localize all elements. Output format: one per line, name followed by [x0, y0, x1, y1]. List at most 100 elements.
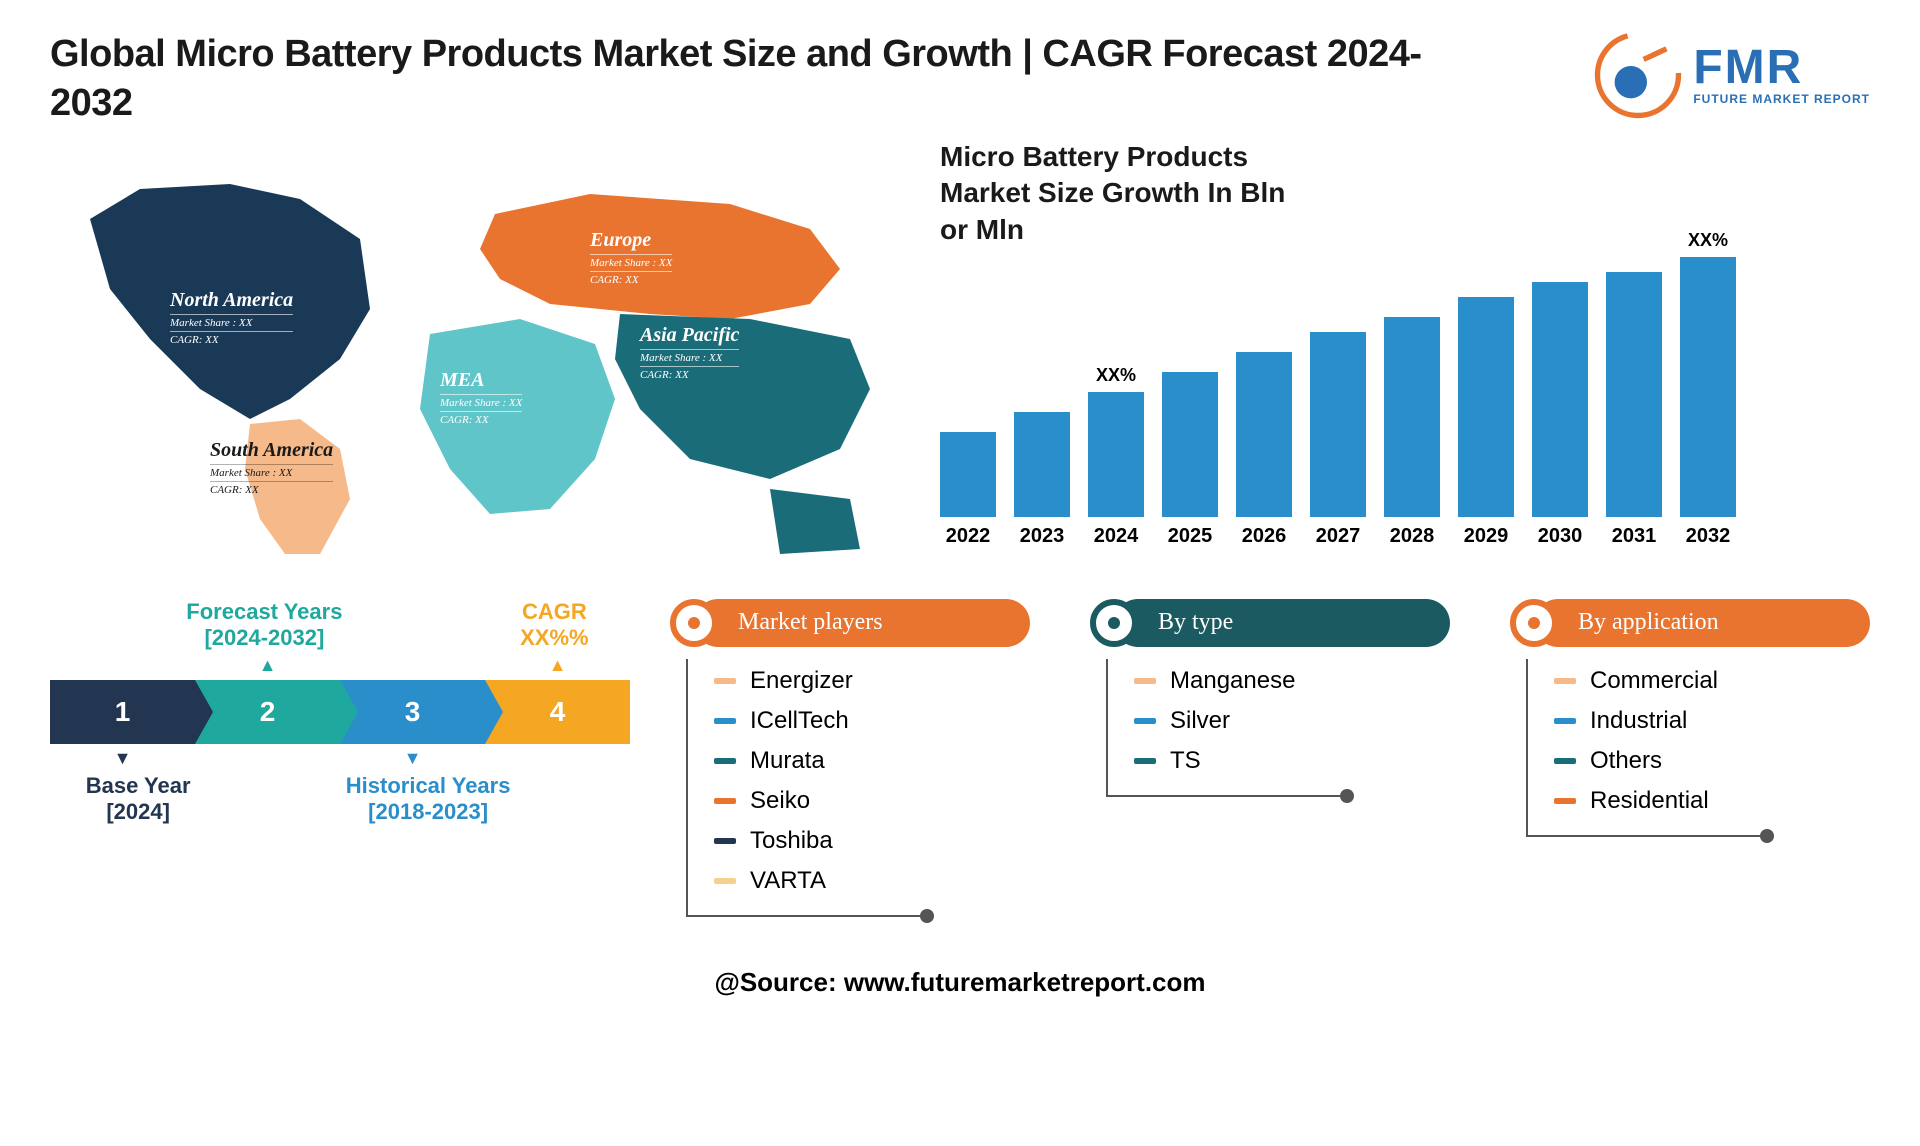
- bar-column: XX% 2024: [1088, 365, 1144, 548]
- bar-column: X2031: [1606, 245, 1662, 548]
- bar: [1458, 297, 1514, 517]
- bar: [1236, 352, 1292, 517]
- cagr-label: CAGR: [522, 599, 587, 624]
- timeline-segment: 2: [195, 680, 340, 744]
- bullet-icon: [714, 878, 736, 884]
- category-item-label: Toshiba: [750, 827, 833, 855]
- category-item: Energizer: [714, 667, 1030, 695]
- hist-range: [2018-2023]: [368, 799, 488, 824]
- category-item: Industrial: [1554, 707, 1870, 735]
- category-item-label: Murata: [750, 747, 825, 775]
- bar-column: X2022: [940, 405, 996, 548]
- bar: [1606, 272, 1662, 517]
- category-circle-icon: [1510, 599, 1558, 647]
- timeline-segment: 3: [340, 680, 485, 744]
- bar-column: X2028: [1384, 290, 1440, 548]
- category-list: Commercial Industrial Others Residential: [1510, 667, 1870, 837]
- bar-year-label: 2026: [1242, 525, 1287, 548]
- chart-title: Micro Battery Products Market Size Growt…: [940, 139, 1320, 248]
- bar-year-label: 2027: [1316, 525, 1361, 548]
- bullet-icon: [1554, 758, 1576, 764]
- base-range: [2024]: [106, 799, 170, 824]
- bar-column: X2025: [1162, 345, 1218, 548]
- bar-year-label: 2023: [1020, 525, 1065, 548]
- category-item-label: TS: [1170, 747, 1201, 775]
- bar: [1014, 412, 1070, 517]
- logo-icon: [1593, 30, 1683, 120]
- bullet-icon: [714, 758, 736, 764]
- category-item: Silver: [1134, 707, 1450, 735]
- bar: [1310, 332, 1366, 517]
- bullet-icon: [1134, 678, 1156, 684]
- bar-top-label: XX%: [1688, 230, 1728, 251]
- category-item: Commercial: [1554, 667, 1870, 695]
- category-item: Manganese: [1134, 667, 1450, 695]
- arrow-up-icon: ▲: [259, 655, 277, 676]
- bar: [1088, 392, 1144, 517]
- category-column: Market playersEnergizerICellTechMurataSe…: [670, 599, 1030, 917]
- category-item: Others: [1554, 747, 1870, 775]
- bar-year-label: 2025: [1168, 525, 1213, 548]
- category-item: Seiko: [714, 787, 1030, 815]
- region-label: EuropeMarket Share : XXCAGR: XX: [590, 229, 672, 286]
- list-end-dot-icon: [1340, 789, 1354, 803]
- bullet-icon: [714, 678, 736, 684]
- source-text: @Source: www.futuremarketreport.com: [50, 967, 1870, 998]
- category-circle-icon: [670, 599, 718, 647]
- bar-column: X2029: [1458, 270, 1514, 548]
- category-item-label: Silver: [1170, 707, 1230, 735]
- region-label: Asia PacificMarket Share : XXCAGR: XX: [640, 324, 739, 381]
- category-item-label: ICellTech: [750, 707, 849, 735]
- bar-year-label: 2024: [1094, 525, 1139, 548]
- bar-top-label: XX%: [1096, 365, 1136, 386]
- bar-column: X2030: [1532, 255, 1588, 548]
- arrow-down-icon: ▼: [114, 748, 132, 769]
- category-item: VARTA: [714, 867, 1030, 895]
- forecast-label: Forecast Years: [186, 599, 342, 624]
- region-label: MEAMarket Share : XXCAGR: XX: [440, 369, 522, 426]
- bar: [1680, 257, 1736, 517]
- category-item: TS: [1134, 747, 1450, 775]
- bar: [940, 432, 996, 517]
- bar: [1162, 372, 1218, 517]
- region-label: South AmericaMarket Share : XXCAGR: XX: [210, 439, 333, 496]
- bar-column: XX% 2032: [1680, 230, 1736, 548]
- category-item-label: Commercial: [1590, 667, 1718, 695]
- arrow-up-icon: ▲: [549, 655, 567, 676]
- list-end-dot-icon: [1760, 829, 1774, 843]
- category-column: By typeManganeseSilverTS: [1090, 599, 1450, 917]
- page-title: Global Micro Battery Products Market Siz…: [50, 30, 1450, 129]
- bullet-icon: [1554, 718, 1576, 724]
- bar-column: X2027: [1310, 305, 1366, 548]
- category-item: Toshiba: [714, 827, 1030, 855]
- base-label: Base Year: [86, 773, 191, 798]
- bar-year-label: 2030: [1538, 525, 1583, 548]
- bullet-icon: [714, 718, 736, 724]
- arrow-down-icon: ▼: [404, 748, 422, 769]
- logo-text-sub: FUTURE MARKET REPORT: [1693, 92, 1870, 106]
- timeline: x Forecast Years [2024-2032] x CAGR XX%%…: [50, 599, 630, 917]
- category-title: By application: [1534, 599, 1870, 647]
- category-item-label: VARTA: [750, 867, 826, 895]
- category-item: ICellTech: [714, 707, 1030, 735]
- bar-year-label: 2029: [1464, 525, 1509, 548]
- category-list: Energizer ICellTech Murata Seiko Toshiba VART…: [670, 667, 1030, 917]
- region-label: North AmericaMarket Share : XXCAGR: XX: [170, 289, 293, 346]
- bar-year-label: 2022: [946, 525, 991, 548]
- category-circle-icon: [1090, 599, 1138, 647]
- timeline-segment: 4: [485, 680, 630, 744]
- bar-column: X2023: [1014, 385, 1070, 548]
- category-item-label: Energizer: [750, 667, 853, 695]
- bar-column: X2026: [1236, 325, 1292, 548]
- bar-year-label: 2032: [1686, 525, 1731, 548]
- category-item-label: Industrial: [1590, 707, 1687, 735]
- category-item-label: Residential: [1590, 787, 1709, 815]
- category-item: Murata: [714, 747, 1030, 775]
- category-item-label: Seiko: [750, 787, 810, 815]
- bullet-icon: [1134, 718, 1156, 724]
- bar: [1532, 282, 1588, 517]
- bullet-icon: [1554, 798, 1576, 804]
- bullet-icon: [1134, 758, 1156, 764]
- category-column: By application Commercial Industrial Others…: [1510, 599, 1870, 917]
- bullet-icon: [714, 798, 736, 804]
